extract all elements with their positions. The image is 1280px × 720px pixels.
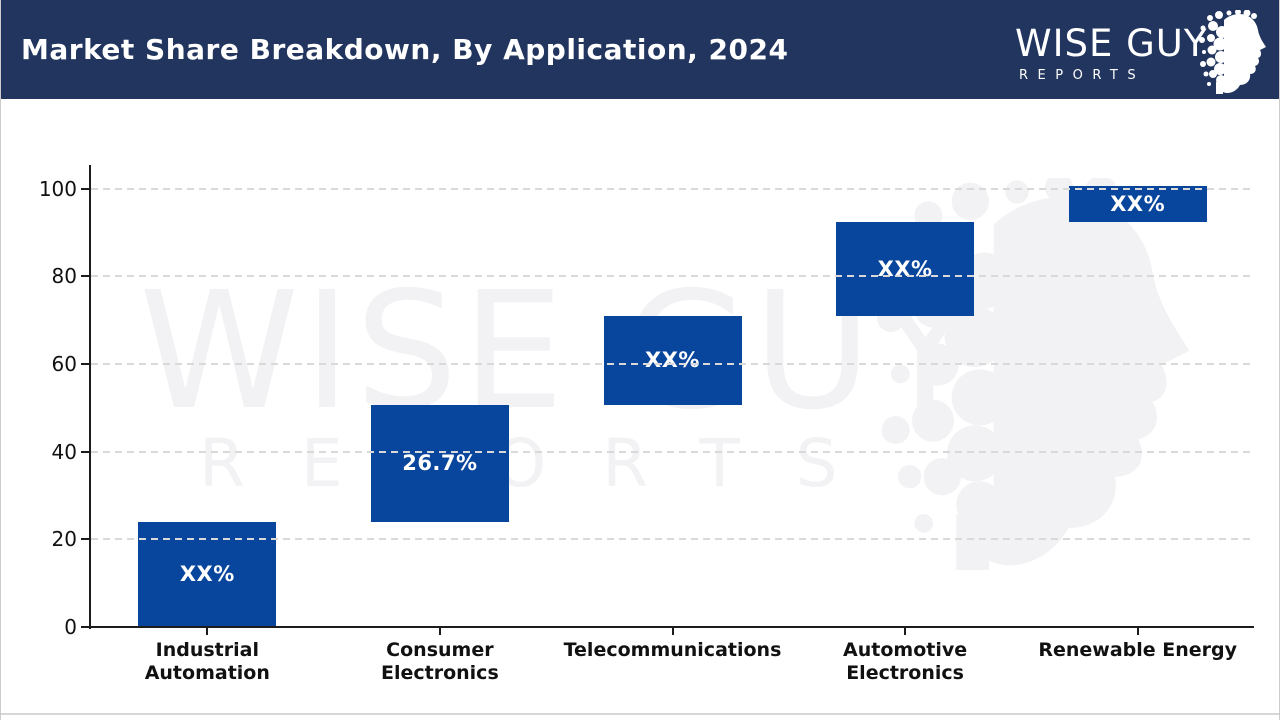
watermark-wise-guy: WISE GUY bbox=[139, 258, 979, 446]
x-axis-tick-mark bbox=[438, 628, 441, 635]
x-axis-category-line: Automotive bbox=[843, 639, 968, 661]
x-axis-category-line: Electronics bbox=[381, 662, 499, 684]
chart-title: Market Share Breakdown, By Application, … bbox=[21, 33, 789, 66]
watermark-reports: REPORTS bbox=[199, 425, 894, 502]
bar-value-label: XX% bbox=[1110, 192, 1166, 217]
x-axis-category-label: Renewable Energy bbox=[1018, 639, 1258, 662]
x-axis-category-line: Automation bbox=[144, 662, 270, 684]
x-axis-category-label: Telecommunications bbox=[553, 639, 793, 662]
bar-renewable-energy: XX% bbox=[1068, 185, 1207, 223]
x-axis-category-label: Consumer Electronics bbox=[320, 639, 560, 685]
y-axis-tick-mark bbox=[81, 450, 90, 453]
y-axis-tick-mark bbox=[81, 362, 90, 365]
x-axis-line bbox=[89, 626, 1254, 628]
y-axis-tick-mark bbox=[81, 626, 90, 628]
bar-value-label: 26.7% bbox=[402, 451, 478, 476]
x-axis-category-line: Consumer bbox=[386, 639, 494, 661]
gridline-20 bbox=[91, 538, 1254, 541]
x-axis-tick-mark bbox=[671, 628, 674, 635]
gridline-100 bbox=[91, 187, 1254, 190]
y-axis-tick-label: 60 bbox=[51, 351, 77, 376]
x-axis-category-line: Telecommunications bbox=[563, 639, 782, 661]
y-axis-tick-label: 80 bbox=[51, 264, 77, 289]
y-axis-tick-mark bbox=[81, 275, 90, 278]
y-axis-tick-label: 0 bbox=[64, 615, 77, 639]
header-bar: Market Share Breakdown, By Application, … bbox=[1, 0, 1279, 99]
y-axis-tick-mark bbox=[81, 538, 90, 541]
bar-consumer-electronics: 26.7% bbox=[370, 404, 509, 522]
y-axis-tick-mark bbox=[81, 187, 90, 190]
logo-text-reports: REPORTS bbox=[1019, 68, 1146, 83]
bar-automotive-electronics: XX% bbox=[836, 222, 975, 317]
bar-value-label: XX% bbox=[179, 562, 235, 587]
bar-value-label: XX% bbox=[877, 257, 933, 282]
bottom-rule bbox=[1, 713, 1279, 715]
y-axis-tick-label: 100 bbox=[38, 176, 77, 201]
gridline-60 bbox=[91, 362, 1254, 365]
x-axis-category-line: Industrial bbox=[155, 639, 259, 661]
x-axis-tick-mark bbox=[1136, 628, 1139, 635]
x-axis-tick-mark bbox=[206, 628, 209, 635]
x-axis-category-line: Renewable Energy bbox=[1038, 639, 1238, 661]
logo-text-wise-guy: WISE GUY bbox=[1015, 22, 1208, 65]
y-axis-tick-label: 40 bbox=[51, 439, 77, 464]
x-axis-category-label: Automotive Electronics bbox=[785, 639, 1025, 685]
bar-value-label: XX% bbox=[645, 348, 700, 373]
gridline-40 bbox=[91, 450, 1254, 453]
x-axis-tick-mark bbox=[904, 628, 907, 635]
wise-guy-reports-logo: WISE GUY REPORTS bbox=[1015, 6, 1267, 94]
x-axis-category-label: Industrial Automation bbox=[87, 639, 327, 685]
y-axis-line bbox=[89, 165, 91, 629]
gridline-80 bbox=[91, 275, 1254, 278]
y-axis-tick-label: 20 bbox=[51, 527, 77, 552]
x-axis-category-line: Electronics bbox=[846, 662, 964, 684]
bar-telecommunications: XX% bbox=[603, 316, 742, 405]
